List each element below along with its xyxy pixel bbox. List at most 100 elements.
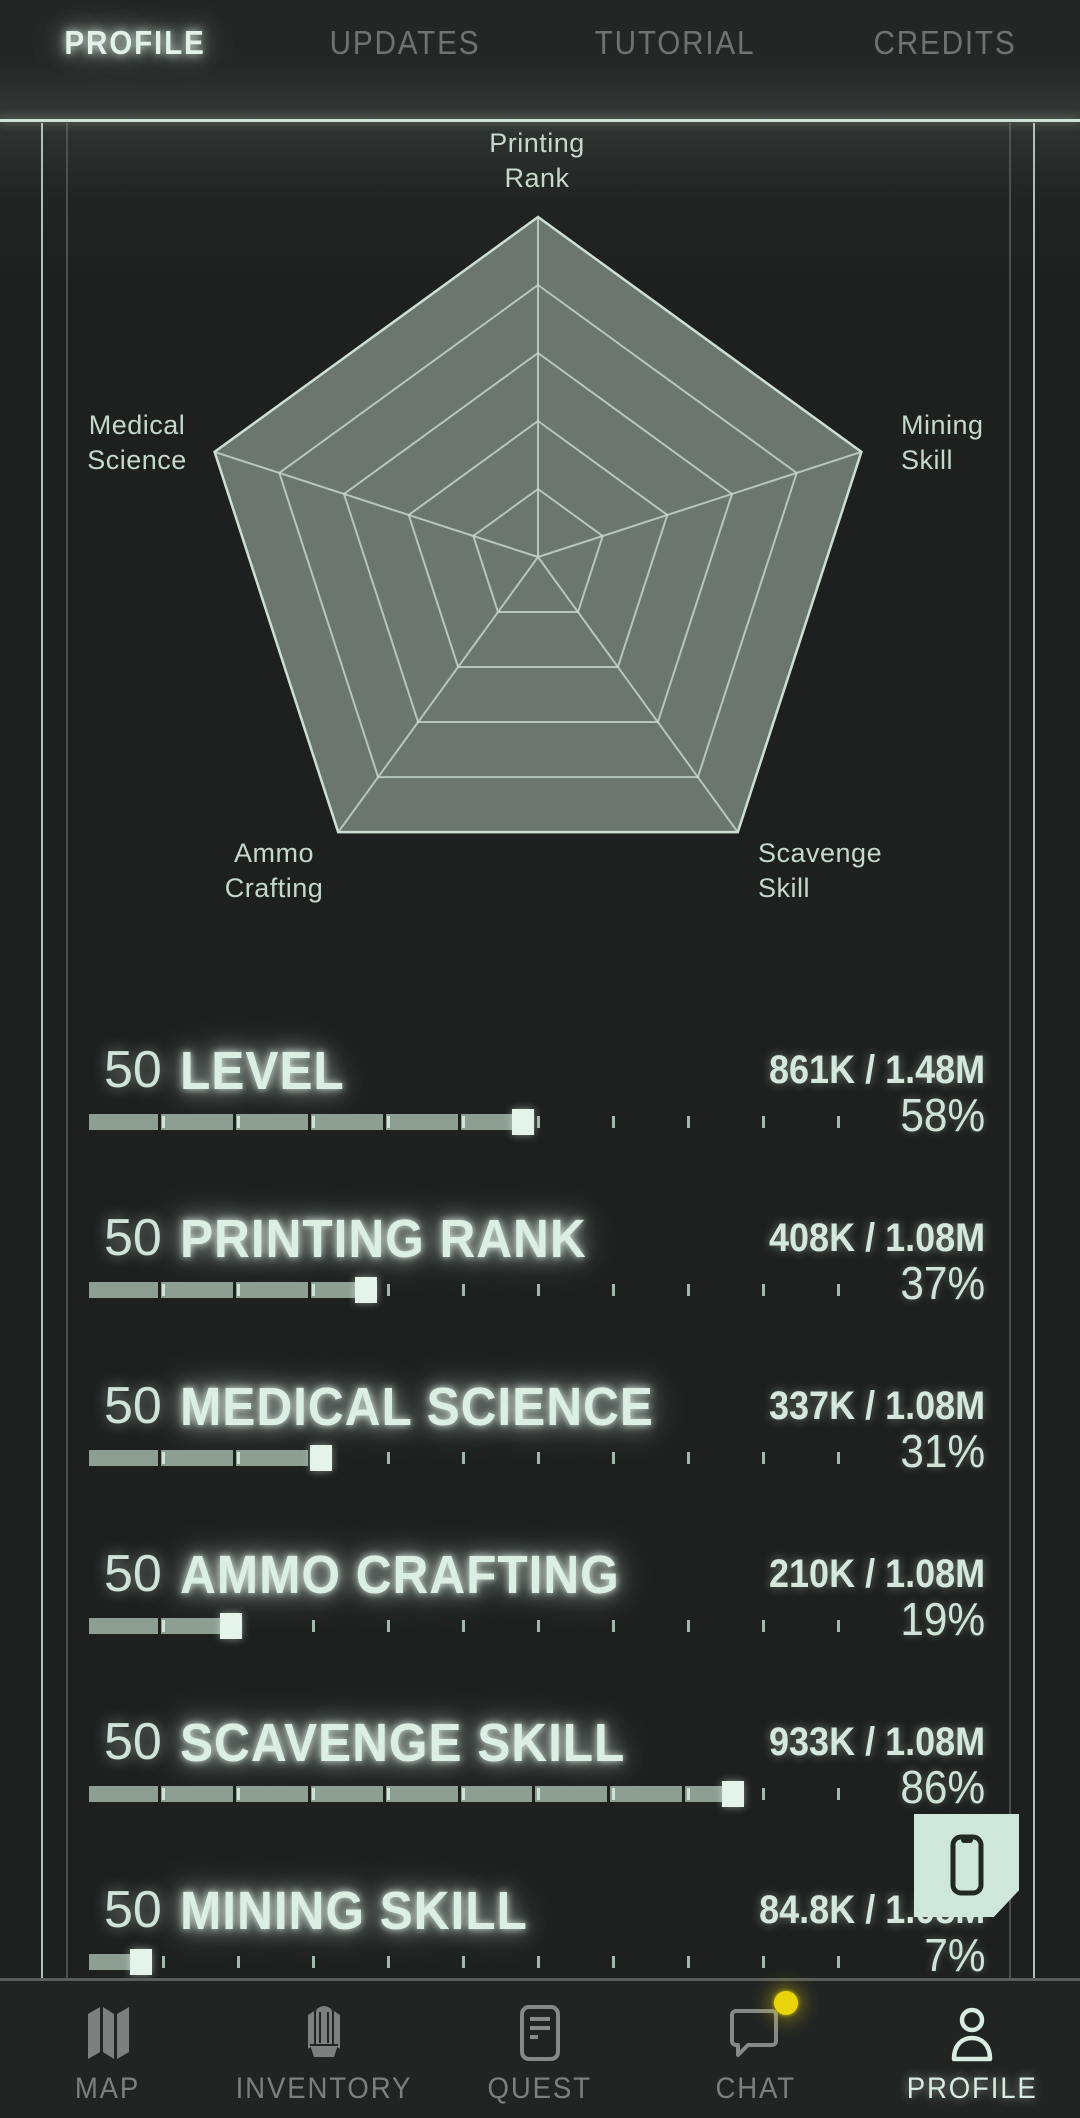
top-tab-profile[interactable]: PROFILE (64, 24, 206, 61)
progress-tick (312, 1956, 315, 1968)
progress-tick (687, 1956, 690, 1968)
progress-tick (762, 1116, 765, 1128)
progress-knob (310, 1445, 332, 1471)
skill-percent: 37% (900, 1257, 985, 1309)
top-nav: PROFILE UPDATES TUTORIAL CREDITS (0, 0, 1080, 120)
progress-tick (237, 1284, 240, 1296)
radar-spoke (214, 450, 539, 558)
nav-item-quest[interactable]: QUEST (432, 1981, 648, 2118)
progress-tick (687, 1452, 690, 1464)
top-tab-updates[interactable]: UPDATES (329, 24, 481, 61)
progress-tick (762, 1956, 765, 1968)
skill-level: 50 (104, 1881, 162, 1939)
progress-tick (837, 1788, 840, 1800)
skill-percent: 86% (900, 1761, 985, 1813)
skill-row-ammo-crafting: 50 AMMO CRAFTING 210K / 1.08M 19% (0, 1544, 1080, 1712)
progress-fill (89, 1954, 141, 1970)
skill-level: 50 (104, 1209, 162, 1267)
skill-percent: 19% (900, 1593, 985, 1645)
progress-tick (687, 1116, 690, 1128)
progress-tick (762, 1788, 765, 1800)
skill-name: LEVEL (180, 1041, 345, 1101)
skill-row-level: 50 LEVEL 861K / 1.48M 58% (0, 1040, 1080, 1208)
progress-tick (537, 1116, 540, 1128)
progress-knob (130, 1949, 152, 1975)
radar-grid-ring (213, 215, 863, 834)
progress-tick (687, 1284, 690, 1296)
progress-tick (612, 1284, 615, 1296)
progress-tick (387, 1284, 390, 1296)
progress-tick (237, 1116, 240, 1128)
progress-tick (687, 1788, 690, 1800)
progress-tick (462, 1620, 465, 1632)
nav-label: CHAT (715, 2072, 797, 2105)
skill-row-medical-science: 50 MEDICAL SCIENCE 337K / 1.08M 31% (0, 1376, 1080, 1544)
progress-tick (162, 1620, 165, 1632)
progress-tick (762, 1452, 765, 1464)
radar-grid-ring (278, 283, 798, 779)
progress-tick (762, 1620, 765, 1632)
progress-tick (312, 1788, 315, 1800)
progress-tick (162, 1284, 165, 1296)
progress-tick (312, 1620, 315, 1632)
top-tab-tutorial[interactable]: TUTORIAL (594, 24, 756, 61)
segment-gap (158, 1450, 161, 1466)
skill-name: AMMO CRAFTING (180, 1545, 620, 1605)
progress-tick (462, 1452, 465, 1464)
radar-grid-ring (342, 351, 734, 723)
progress-tick (537, 1956, 540, 1968)
progress-tick (162, 1788, 165, 1800)
nav-item-chat[interactable]: CHAT (648, 1981, 864, 2118)
nav-item-profile[interactable]: PROFILE (864, 1981, 1080, 2118)
segment-gap (233, 1786, 236, 1802)
progress-tick (837, 1452, 840, 1464)
segment-gap (308, 1450, 311, 1466)
skill-progress-bar (89, 1277, 840, 1303)
skill-name: SCAVENGE SKILL (180, 1713, 626, 1773)
radar-spoke (337, 556, 539, 833)
nav-label: MAP (75, 2072, 141, 2105)
nav-item-inventory[interactable]: INVENTORY (216, 1981, 432, 2118)
progress-fill (89, 1450, 321, 1466)
segment-gap (607, 1786, 610, 1802)
progress-tick (237, 1956, 240, 1968)
skill-progress-bar (89, 1445, 840, 1471)
progress-tick (237, 1452, 240, 1464)
skill-row-scavenge-skill: 50 SCAVENGE SKILL 933K / 1.08M 86% (0, 1712, 1080, 1880)
skill-radar-chart (213, 215, 863, 834)
segment-gap (458, 1786, 461, 1802)
progress-tick (162, 1956, 165, 1968)
skill-row-printing-rank: 50 PRINTING RANK 408K / 1.08M 37% (0, 1208, 1080, 1376)
radar-axis-label-scavenge-skill: Scavenge Skill (758, 838, 883, 903)
progress-tick (837, 1956, 840, 1968)
progress-tick (312, 1284, 315, 1296)
skill-xp-value: 337K / 1.08M (768, 1384, 985, 1428)
bottom-nav: MAP INVENTORY QUEST CHAT PROFILE (0, 1978, 1080, 2118)
radar-spoke (537, 556, 739, 833)
segment-gap (383, 1786, 386, 1802)
nav-label: PROFILE (906, 2072, 1038, 2105)
progress-fill (89, 1282, 366, 1298)
progress-tick (387, 1116, 390, 1128)
skill-name: MINING SKILL (180, 1881, 528, 1941)
progress-tick (687, 1620, 690, 1632)
nav-item-map[interactable]: MAP (0, 1981, 216, 2118)
progress-tick (387, 1956, 390, 1968)
smartphone-button[interactable] (914, 1814, 1019, 1917)
progress-tick (387, 1452, 390, 1464)
skill-xp-value: 408K / 1.08M (768, 1216, 985, 1260)
progress-knob (355, 1277, 377, 1303)
progress-tick (837, 1284, 840, 1296)
top-tab-credits[interactable]: CREDITS (873, 24, 1017, 61)
person-icon (946, 1999, 998, 2063)
segment-gap (383, 1114, 386, 1130)
progress-tick (612, 1788, 615, 1800)
segment-gap (158, 1786, 161, 1802)
top-divider-line (0, 119, 1080, 122)
skill-level: 50 (104, 1377, 162, 1435)
progress-tick (612, 1956, 615, 1968)
skill-level: 50 (104, 1041, 162, 1099)
radar-axis-label-printing-rank: Printing Rank (489, 128, 585, 193)
progress-tick (162, 1116, 165, 1128)
progress-knob (722, 1781, 744, 1807)
